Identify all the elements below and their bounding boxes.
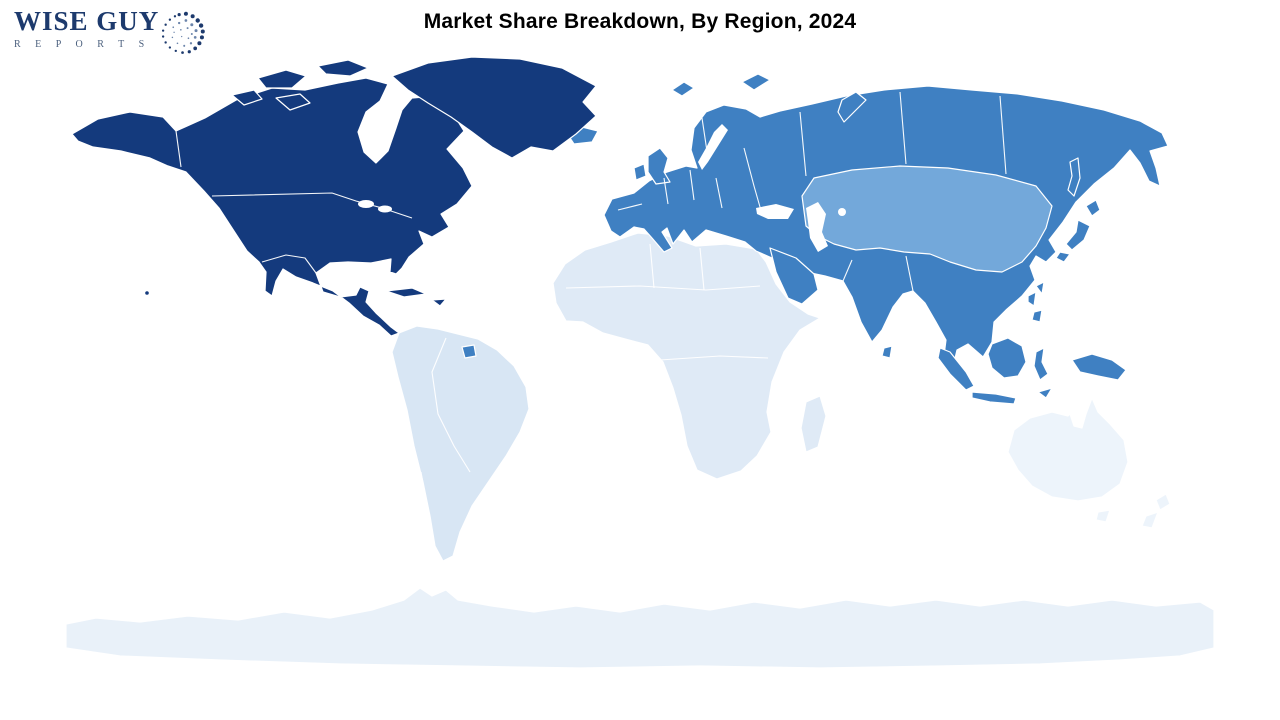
arabian-peninsula	[769, 247, 819, 305]
svalbard	[741, 73, 771, 91]
country-borders	[175, 91, 1007, 541]
region-south-america	[391, 325, 530, 562]
region-central-asia-china	[801, 165, 1053, 273]
black-sea	[756, 204, 794, 219]
hispaniola	[431, 298, 447, 307]
new-zealand-north	[1155, 493, 1171, 511]
philippines-mindanao	[1031, 309, 1043, 323]
arctic-island	[671, 81, 695, 97]
japan-kyushu	[1055, 251, 1071, 263]
great-britain	[647, 147, 671, 185]
border-brazil	[431, 337, 471, 473]
dotted-head-icon	[161, 10, 207, 55]
region-antarctica	[65, 587, 1215, 669]
region-africa	[552, 232, 827, 480]
philippines-luzon	[1027, 291, 1037, 307]
border-chile-argentina	[420, 471, 434, 541]
arctic-island-ellesmere	[317, 59, 369, 77]
sri-lanka	[881, 345, 893, 359]
north-america-mainland	[71, 77, 473, 337]
wise-guy-reports-logo: WISE GUY R E P O R T S	[14, 8, 207, 62]
borneo	[987, 337, 1027, 379]
border-us-mexico	[261, 254, 317, 274]
border-africa-central	[659, 355, 769, 361]
border-india-east	[905, 255, 914, 292]
border-ural	[799, 111, 807, 177]
border-siberia-1	[899, 91, 907, 165]
hawaii	[144, 290, 151, 297]
border-germany-poland	[689, 169, 695, 201]
timor	[1037, 387, 1053, 399]
logo-text: WISE GUY R E P O R T S	[14, 6, 160, 51]
antarctica	[65, 587, 1215, 669]
ireland	[633, 163, 647, 181]
region-oceania	[1007, 397, 1171, 529]
border-india-pakistan	[842, 259, 853, 282]
central-asia-china	[801, 165, 1053, 273]
sakhalin	[1067, 157, 1081, 197]
arctic-island-small	[231, 89, 263, 106]
arctic-island-banks	[257, 69, 307, 89]
java	[971, 391, 1017, 405]
aral-sea	[838, 208, 846, 216]
border-europe-russia	[743, 147, 763, 215]
madagascar	[800, 395, 827, 453]
sulawesi	[1033, 347, 1049, 381]
border-africa-v2	[699, 247, 705, 291]
logo-subtitle: R E P O R T S	[14, 39, 151, 50]
border-alaska-canada	[175, 130, 182, 168]
africa	[552, 232, 821, 480]
new-guinea	[1071, 353, 1127, 381]
border-siberia-2	[999, 95, 1007, 175]
border-france-germany	[663, 177, 669, 205]
border-norway-sweden	[701, 117, 709, 159]
south-america	[391, 325, 530, 562]
border-africa-v1	[649, 243, 655, 289]
border-us-canada	[211, 192, 413, 219]
australia	[1007, 397, 1129, 502]
border-sahara	[565, 285, 761, 291]
region-north-america	[71, 56, 597, 337]
french-guiana	[461, 344, 477, 359]
greenland	[391, 56, 597, 159]
tasmania	[1095, 509, 1111, 523]
taiwan	[1035, 281, 1045, 295]
border-poland-ukraine	[715, 177, 723, 209]
sumatra	[937, 347, 975, 391]
caspian-sea	[806, 202, 828, 252]
inland-seas	[358, 124, 846, 252]
novaya-zemlya	[837, 91, 867, 123]
chart-title: Market Share Breakdown, By Region, 2024	[423, 10, 857, 33]
japan-honshu	[1065, 219, 1091, 251]
baltic-sea	[698, 124, 728, 170]
new-zealand-south	[1141, 511, 1159, 529]
border-spain-france	[617, 203, 643, 211]
logo-wordmark: WISE GUY	[14, 6, 160, 36]
arctic-island-victoria	[275, 93, 311, 111]
japan-hokkaido	[1085, 199, 1101, 217]
cuba	[385, 287, 427, 298]
